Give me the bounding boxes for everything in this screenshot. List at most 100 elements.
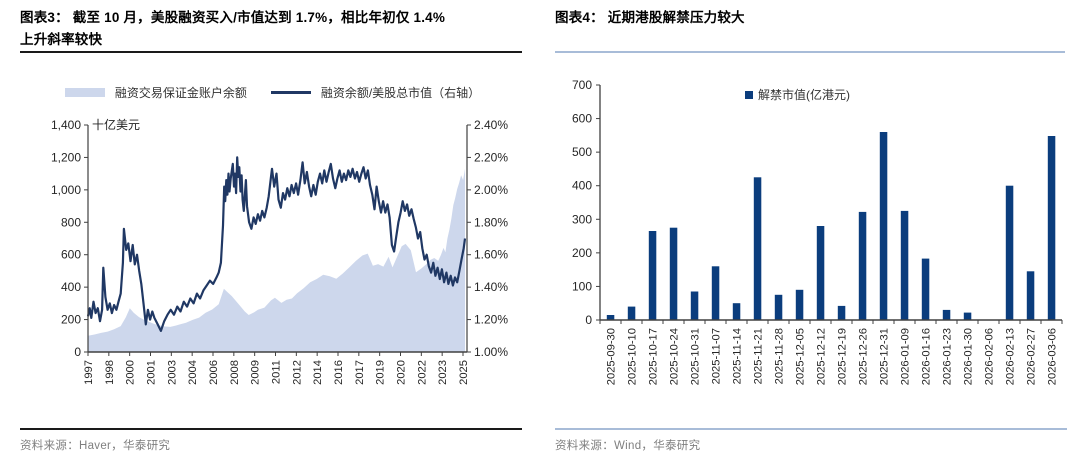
left-axis-tick-label: 400 [61, 280, 81, 294]
x-axis-tick-label: 2025-10-24 [669, 328, 681, 385]
x-axis-tick-label: 1998 [104, 360, 116, 385]
figure4-title: 图表4： 近期港股解禁压力较大 [555, 7, 745, 29]
figure4-title-text: 图表4： 近期港股解禁压力较大 [555, 10, 745, 25]
margin-area-series [88, 168, 465, 352]
left-axis-tick-label: 1,200 [51, 150, 81, 164]
x-axis-tick-label: 2017 [354, 360, 366, 385]
x-axis-tick-label: 2026-02-06 [984, 328, 996, 385]
unlock-bar [1026, 271, 1035, 320]
unlock-bar [858, 211, 867, 320]
right-axis-tick-label: 1.80% [474, 215, 508, 229]
figure3-source: 资料来源：Haver，华泰研究 [20, 440, 171, 452]
right-axis-tick-label: 1.40% [474, 280, 508, 294]
y-axis-tick-label: 600 [572, 112, 592, 126]
left-axis-tick-label: 1,400 [51, 118, 81, 132]
x-axis-tick-label: 2025-11-21 [753, 328, 765, 384]
x-axis-tick-label: 2025-10-31 [690, 328, 702, 385]
figure3-title-line1: 图表3： 截至 10 月，美股融资买入/市值达到 1.7%，相比年初仅 1.4% [20, 10, 446, 25]
unlock-bar [648, 231, 657, 320]
unlock-bar [711, 266, 720, 320]
line-legend-swatch [270, 91, 311, 94]
x-axis-tick-label: 2025-12-26 [858, 328, 870, 385]
x-axis-tick-label: 2020 [396, 360, 408, 385]
x-axis-tick-label: 2026-03-06 [1047, 328, 1059, 385]
right-axis-tick-label: 2.40% [474, 118, 508, 132]
y-axis-tick-label: 0 [585, 313, 592, 327]
left-axis-tick-label: 0 [74, 345, 81, 359]
y-axis-tick-label: 500 [572, 145, 592, 159]
figure4-footer-rule [555, 428, 1067, 430]
y-axis-tick-label: 100 [572, 279, 592, 293]
x-axis-tick-label: 2022 [416, 360, 428, 385]
unlock-bar [690, 291, 699, 320]
right-axis-tick-label: 1.00% [474, 345, 508, 359]
figure3-title-rule [20, 51, 522, 53]
figure3-title: 图表3： 截至 10 月，美股融资买入/市值达到 1.7%，相比年初仅 1.4%… [20, 7, 445, 50]
margin-chart-svg: 0 200 400 600 800 1,000 1,200 1,400 1.00% 1.20% 1.… [51, 117, 508, 385]
left-axis-tick-label: 600 [61, 248, 81, 262]
x-axis-tick-label: 2026-01-23 [942, 328, 954, 385]
x-axis-tick-label: 2016 [333, 360, 345, 385]
right-axis-tick-label: 2.00% [474, 183, 508, 197]
x-axis-tick-label: 2025-12-12 [816, 328, 828, 385]
x-axis-tick-label: 2026-01-30 [963, 328, 975, 385]
area-legend-swatch [64, 88, 105, 97]
y-axis-tick-label: 200 [572, 246, 592, 260]
y-axis-tick-label: 700 [572, 78, 592, 92]
x-axis-tick-label: 2000 [125, 360, 137, 385]
area-legend-label: 融资交易保证金账户余额 [114, 86, 247, 100]
x-axis-tick-label: 2026-02-13 [1005, 328, 1017, 385]
left-axis-tick-label: 800 [61, 215, 81, 229]
line-legend-label: 融资余额/美股总市值（右轴） [320, 86, 481, 100]
figure3-footer-rule [20, 428, 522, 430]
unlock-bar-chart-svg: 0 100 200 300 400 500 600 700 2025-09-30 2025-10-… [572, 78, 1063, 385]
unlock-bar [837, 305, 846, 320]
x-axis-tick-label: 2025-10-10 [627, 328, 639, 385]
unlock-bar [669, 227, 678, 320]
x-axis-tick-label: 2019 [375, 360, 387, 385]
unlock-bar [606, 315, 615, 320]
unlock-bar [963, 312, 972, 320]
figure3-title-line2: 上升斜率较快 [20, 31, 103, 47]
x-axis-tick-label: 2014 [312, 360, 324, 385]
y-axis-tick-label: 400 [572, 179, 592, 193]
figure4-title-rule [555, 51, 1065, 53]
x-axis-tick-label: 2025-11-14 [732, 328, 744, 384]
margin-chart-legend: 融资交易保证金账户余额 融资余额/美股总市值（右轴） [20, 84, 525, 101]
unlock-bar [900, 210, 909, 320]
x-axis-tick-label: 2025-09-30 [606, 328, 618, 385]
right-axis-tick-label: 2.20% [474, 150, 508, 164]
x-axis-tick-label: 2025-12-31 [879, 328, 891, 385]
x-axis-tick-label: 2001 [146, 360, 158, 385]
x-axis-tick-label: 2011 [271, 360, 283, 384]
x-axis-tick-label: 2026-01-09 [900, 328, 912, 385]
unlock-bar [879, 132, 888, 320]
x-axis-tick-label: 2003 [166, 360, 178, 385]
right-axis-tick-label: 1.20% [474, 313, 508, 327]
margin-line-series [86, 156, 467, 332]
x-axis-tick-label: 2006 [208, 360, 220, 385]
unlock-bar [774, 294, 783, 320]
unlock-bar [942, 309, 951, 320]
unlock-bar [816, 226, 825, 320]
unlock-bar [1005, 185, 1014, 320]
x-axis-tick-label: 2025-12-19 [837, 328, 849, 385]
figure3-panel: 图表3： 截至 10 月，美股融资买入/市值达到 1.7%，相比年初仅 1.4%… [20, 7, 525, 452]
x-axis-tick-label: 2025-11-28 [774, 328, 786, 384]
x-axis-tick-label: 2025-10-17 [648, 328, 660, 385]
unlock-bar [921, 258, 930, 320]
x-axis-tick-label: 2009 [250, 360, 262, 385]
x-axis-tick-label: 2026-01-16 [921, 328, 933, 385]
left-axis-tick-label: 200 [61, 313, 81, 327]
figure4-source: 资料来源：Wind，华泰研究 [555, 440, 701, 452]
figure4-panel: 图表4： 近期港股解禁压力较大 0 100 200 300 400 500 600 700 20… [540, 0, 1080, 464]
unlock-bar [795, 289, 804, 320]
unlock-bar [1047, 136, 1056, 320]
x-axis-tick-label: 2026-02-27 [1026, 328, 1038, 385]
unlock-bar [627, 306, 636, 320]
unlock-bar [753, 177, 762, 320]
x-axis-tick-label: 2023 [437, 360, 449, 385]
right-axis-tick-label: 1.60% [474, 248, 508, 262]
y-axis-tick-label: 300 [572, 212, 592, 226]
